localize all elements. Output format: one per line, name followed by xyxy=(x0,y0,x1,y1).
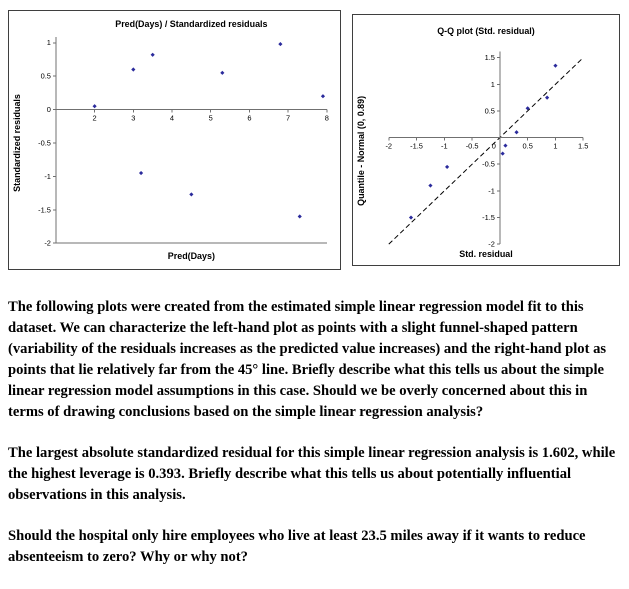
y-axis-tick-label: 1.5 xyxy=(485,53,495,62)
y-axis-tick-label: 0.5 xyxy=(41,72,51,81)
data-point xyxy=(320,94,326,99)
x-axis-tick-label: 3 xyxy=(131,113,135,122)
qq-plot-panel: Q-Q plot (Std. residual) 1.5 1 0.5 -0.5 -1 -1.… xyxy=(352,14,620,266)
data-point xyxy=(514,130,519,135)
data-point xyxy=(408,215,414,220)
data-point xyxy=(525,106,530,111)
x-axis-tick-label: 1.5 xyxy=(578,142,588,151)
x-axis-label: Std. residual xyxy=(459,249,512,259)
chart-title: Pred(Days) / Standardized residuals xyxy=(115,19,267,29)
y-axis-tick-label: 0 xyxy=(47,105,51,114)
x-axis-tick-label: 1 xyxy=(553,142,557,151)
x-axis-tick-label: 8 xyxy=(325,113,329,122)
y-axis-tick-label: -1 xyxy=(488,186,495,195)
x-axis-tick-label: 4 xyxy=(170,113,174,122)
question-paragraph-hiring-distance: Should the hospital only hire employees … xyxy=(8,528,586,565)
data-point xyxy=(297,214,302,219)
x-axis-tick-label: -2 xyxy=(385,142,392,151)
y-axis-tick-label: -2 xyxy=(488,240,495,249)
y-axis-tick-label: -1.5 xyxy=(38,205,51,214)
data-point xyxy=(150,52,155,57)
x-axis-tick-label: 5 xyxy=(209,113,213,122)
data-point xyxy=(131,67,136,72)
data-point xyxy=(189,192,194,197)
data-point xyxy=(445,164,450,169)
y-axis-tick-label: -0.5 xyxy=(482,160,495,169)
x-axis-tick-label: 6 xyxy=(247,113,251,122)
y-axis-tick-label: -1.5 xyxy=(482,213,495,222)
x-axis-tick-label: 2 xyxy=(93,113,97,122)
question-paragraph-assumptions: The following plots were created from th… xyxy=(8,299,607,420)
y-axis-label: Standardized residuals xyxy=(12,94,22,192)
data-point xyxy=(220,70,225,75)
residuals-plot-panel: Pred(Days) / Standardized residuals 1 0.5 0… xyxy=(8,10,341,270)
x-axis-tick-label: 0 xyxy=(492,142,496,151)
x-axis-label: Pred(Days) xyxy=(168,251,215,261)
x-axis-tick-label: -0.5 xyxy=(466,142,479,151)
data-point xyxy=(428,183,433,188)
data-point xyxy=(138,170,144,176)
question-text-block: The following plots were created from th… xyxy=(8,297,623,588)
data-point xyxy=(278,42,283,47)
data-point xyxy=(545,95,550,100)
y-axis-tick-label: 0.5 xyxy=(485,106,495,115)
x-axis-tick-label: 0.5 xyxy=(522,142,532,151)
x-axis-tick-label: -1 xyxy=(441,142,448,151)
data-point xyxy=(503,143,508,148)
data-point xyxy=(92,104,97,109)
data-point xyxy=(553,63,558,68)
x-axis-tick-label: 7 xyxy=(286,113,290,122)
diagonal-45-degree-line xyxy=(388,57,584,245)
y-axis-tick-label: -2 xyxy=(44,239,51,248)
y-axis-tick-label: 1 xyxy=(47,38,51,47)
residuals-scatter-chart: Pred(Days) / Standardized residuals 1 0.5 0… xyxy=(12,19,329,261)
y-axis-tick-label: -1 xyxy=(44,172,51,181)
question-paragraph-influential-observations: The largest absolute standardized residu… xyxy=(8,445,616,503)
y-axis-tick-label: 1 xyxy=(491,80,495,89)
y-axis-tick-label: -0.5 xyxy=(38,138,51,147)
x-axis-tick-label: -1.5 xyxy=(410,142,423,151)
chart-title: Q-Q plot (Std. residual) xyxy=(437,26,535,36)
qq-plot-chart: Q-Q plot (Std. residual) 1.5 1 0.5 -0.5 -1 -1.… xyxy=(356,26,588,259)
y-axis-label: Quantile - Normal (0, 0.89) xyxy=(356,96,366,206)
data-point xyxy=(500,151,505,156)
